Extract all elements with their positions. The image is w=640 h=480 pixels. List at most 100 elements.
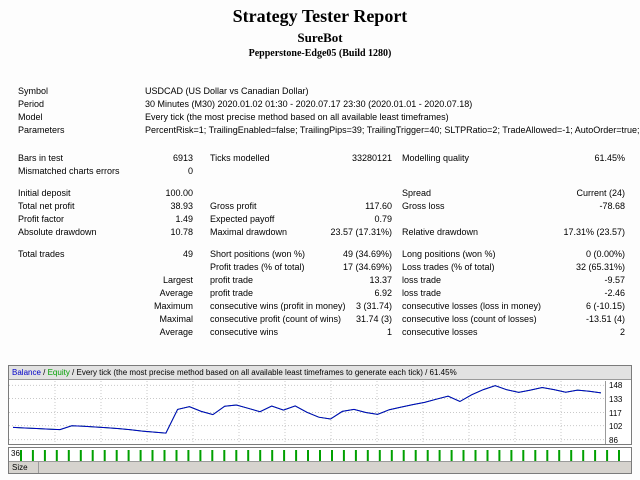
stat-value: 0 [187, 166, 193, 176]
size-axis-label: 36 [11, 449, 20, 458]
stat-label: loss trade [402, 288, 442, 298]
stat-label: loss trade [402, 275, 442, 285]
stat-label: Maximal [159, 314, 193, 324]
stat-value: 31.74 (3) [355, 314, 392, 324]
balance-equity-chart: Balance / Equity / Every tick (the most … [8, 365, 632, 445]
stat-value: -9.57 [604, 275, 625, 285]
stat-label: Expected payoff [210, 214, 275, 224]
table-row: Profit trades (% of total) 17 (34.69%) L… [0, 261, 640, 274]
table-row: Average profit trade 6.92 loss trade -2.… [0, 287, 640, 300]
table-row: Maximal consecutive profit (count of win… [0, 313, 640, 326]
stat-value: Every tick (the most precise method base… [145, 112, 449, 122]
stat-label: consecutive losses [402, 327, 478, 337]
table-row: Symbol USDCAD (US Dollar vs Canadian Dol… [0, 85, 640, 98]
stat-label: Long positions (won %) [402, 249, 496, 259]
chart-legend: Balance / Equity / Every tick (the most … [9, 366, 631, 380]
table-row: Total net profit 38.93 Gross profit 117.… [0, 200, 640, 213]
stat-label: Total trades [18, 249, 65, 259]
legend-balance: Balance [12, 368, 41, 377]
stat-value: 61.45% [594, 153, 625, 163]
stat-value: 30 Minutes (M30) 2020.01.02 01:30 - 2020… [145, 99, 473, 109]
stat-value: USDCAD (US Dollar vs Canadian Dollar) [145, 86, 309, 96]
stat-label: Mismatched charts errors [18, 166, 120, 176]
legend-equity: Equity [47, 368, 70, 377]
stat-label: consecutive wins (profit in money) [210, 301, 346, 311]
legend-separator: / [40, 368, 48, 377]
stat-value: 117.60 [365, 201, 392, 211]
table-row: Absolute drawdown 10.78 Maximal drawdown… [0, 226, 640, 239]
stat-value: 49 (34.69%) [342, 249, 392, 259]
stat-label: Parameters [18, 125, 65, 135]
stat-value: 100.00 [165, 188, 193, 198]
report-table: Symbol USDCAD (US Dollar vs Canadian Dol… [0, 85, 640, 339]
stat-label: Maximum [153, 301, 193, 311]
stat-value: 6 (-10.15) [585, 301, 625, 311]
balance-line-plot [9, 381, 605, 444]
stat-value: 6913 [172, 153, 193, 163]
stat-label: Bars in test [18, 153, 64, 163]
stat-label: Gross profit [210, 201, 257, 211]
stat-label: Modelling quality [402, 153, 470, 163]
stat-value: -2.46 [604, 288, 625, 298]
stat-value: -78.68 [599, 201, 625, 211]
stat-value: Current (24) [576, 188, 625, 198]
stat-value: 32 (65.31%) [575, 262, 625, 272]
y-axis-tick: 102 [609, 421, 623, 431]
stat-value: 0 (0.00%) [585, 249, 625, 259]
stat-label: Total net profit [18, 201, 75, 211]
stat-value: 10.78 [170, 227, 193, 237]
stat-value: 13.37 [369, 275, 392, 285]
stat-value: 17 (34.69%) [342, 262, 392, 272]
size-footer-bar: Size [9, 461, 631, 473]
y-axis-tick: 133 [609, 394, 623, 404]
size-bars-plot [20, 450, 620, 461]
stat-value: -13.51 (4) [585, 314, 625, 324]
y-axis-tick: 117 [609, 408, 622, 418]
size-footer-label: Size [9, 462, 39, 473]
stat-label: consecutive losses (loss in money) [402, 301, 542, 311]
table-row: Largest profit trade 13.37 loss trade -9… [0, 274, 640, 287]
table-row: Period 30 Minutes (M30) 2020.01.02 01:30… [0, 98, 640, 111]
stat-label: Symbol [18, 86, 49, 96]
stat-label: consecutive wins [210, 327, 279, 337]
stat-value: 6.92 [374, 288, 392, 298]
stat-label: Profit trades (% of total) [210, 262, 305, 272]
stat-label: profit trade [210, 288, 254, 298]
stat-label: Profit factor [18, 214, 65, 224]
stat-label: Absolute drawdown [18, 227, 97, 237]
table-row: Bars in test 6913 Ticks modelled 3328012… [0, 152, 640, 165]
stat-label: Average [159, 288, 193, 298]
stat-value: 17.31% (23.57) [563, 227, 625, 237]
stat-label: Gross loss [402, 201, 445, 211]
y-axis-tick: 86 [609, 435, 618, 445]
legend-description: / Every tick (the most precise method ba… [69, 368, 457, 377]
table-row: Average consecutive wins 1 consecutive l… [0, 326, 640, 339]
stat-value: 38.93 [170, 201, 193, 211]
y-axis: 148 133 117 102 86 [605, 381, 631, 445]
table-row: Profit factor 1.49 Expected payoff 0.79 [0, 213, 640, 226]
stat-label: Spread [402, 188, 432, 198]
stat-label: Average [159, 327, 193, 337]
stat-label: Largest [162, 275, 193, 285]
stat-label: consecutive profit (count of wins) [210, 314, 342, 324]
trade-size-chart: 36 Size [8, 447, 632, 474]
table-row: Mismatched charts errors 0 [0, 165, 640, 178]
table-row: Total trades 49 Short positions (won %) … [0, 248, 640, 261]
stat-label: Initial deposit [18, 188, 71, 198]
stat-value: 1 [386, 327, 392, 337]
stat-value: 23.57 (17.31%) [330, 227, 392, 237]
stat-value: 49 [182, 249, 193, 259]
stat-label: Loss trades (% of total) [402, 262, 495, 272]
table-row: Parameters PercentRisk=1; TrailingEnable… [0, 124, 640, 137]
stat-value: 2 [619, 327, 625, 337]
table-row: Initial deposit 100.00 Spread Current (2… [0, 187, 640, 200]
stat-label: Ticks modelled [210, 153, 270, 163]
table-row: Maximum consecutive wins (profit in mone… [0, 300, 640, 313]
page-title: Strategy Tester Report [232, 6, 408, 26]
stat-value: 3 (31.74) [355, 301, 392, 311]
stat-label: Short positions (won %) [210, 249, 306, 259]
stat-label: consecutive loss (count of losses) [402, 314, 537, 324]
stat-value: 0.79 [374, 214, 392, 224]
stat-value: 33280121 [351, 153, 392, 163]
